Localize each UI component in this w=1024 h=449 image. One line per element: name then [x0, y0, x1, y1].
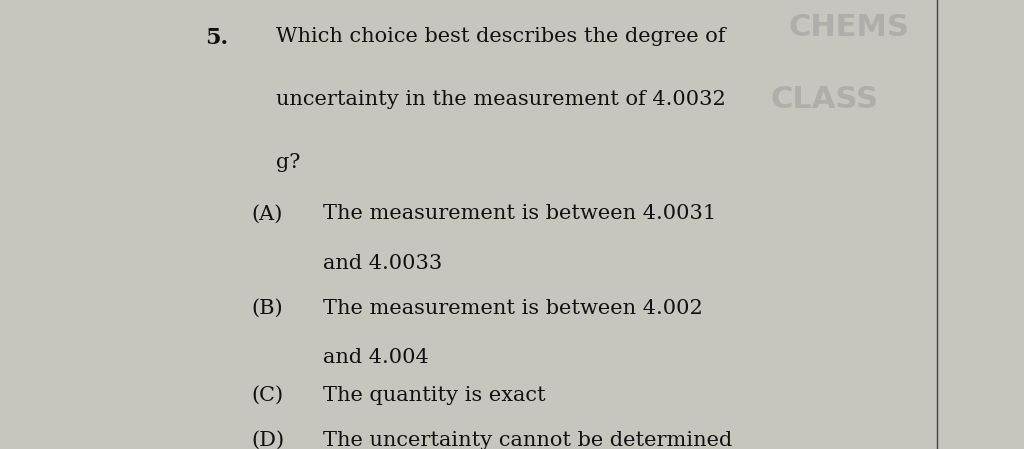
- Text: and 4.0033: and 4.0033: [323, 254, 441, 273]
- Text: (D): (D): [251, 431, 284, 449]
- Text: (C): (C): [251, 386, 283, 405]
- Text: (A): (A): [251, 204, 283, 223]
- Text: and 4.004: and 4.004: [323, 348, 428, 367]
- Text: g?: g?: [276, 153, 301, 172]
- Text: (B): (B): [251, 299, 283, 317]
- Text: uncertainty in the measurement of 4.0032: uncertainty in the measurement of 4.0032: [276, 90, 726, 109]
- Text: Which choice best describes the degree of: Which choice best describes the degree o…: [276, 27, 726, 46]
- Text: CLASS: CLASS: [770, 85, 878, 114]
- Text: The measurement is between 4.002: The measurement is between 4.002: [323, 299, 702, 317]
- Text: The uncertainty cannot be determined: The uncertainty cannot be determined: [323, 431, 732, 449]
- Text: The quantity is exact: The quantity is exact: [323, 386, 545, 405]
- Text: 5.: 5.: [205, 27, 228, 49]
- Text: CHEMS: CHEMS: [788, 13, 909, 43]
- Text: The measurement is between 4.0031: The measurement is between 4.0031: [323, 204, 716, 223]
